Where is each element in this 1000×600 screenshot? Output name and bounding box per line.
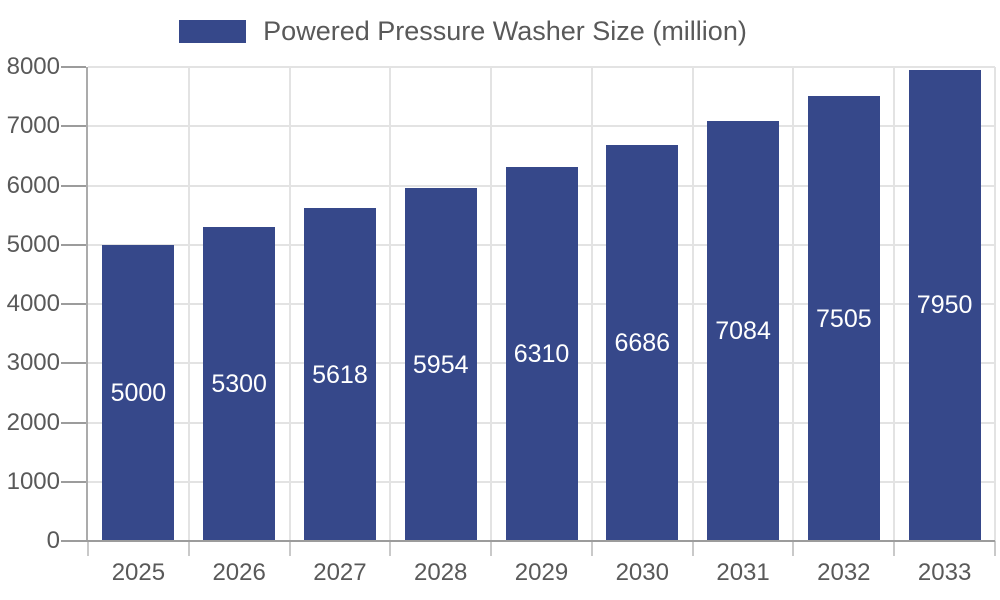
y-axis-tick [61,184,86,187]
bar-value-label: 5000 [110,378,167,407]
bar-value-label: 5954 [412,350,469,379]
x-tick-label: 2027 [313,559,367,586]
y-axis-tick [61,421,86,424]
y-tick-label: 2000 [6,408,60,436]
x-axis-tick [389,541,392,556]
h-gridline [88,125,995,128]
bar: 5954 [404,188,477,541]
bar: 7505 [807,96,880,541]
v-gridline [691,67,694,541]
x-tick-label: 2026 [212,559,266,586]
y-axis-tick [61,303,86,305]
v-gridline [590,67,593,541]
y-tick-label: 4000 [6,290,60,317]
bar-value-label: 6686 [614,328,671,357]
x-axis-tick [490,541,493,556]
bar-value-label: 5300 [211,369,267,398]
x-axis-tick [187,541,190,556]
x-axis-tick [288,541,291,556]
x-tick-label: 2032 [817,559,871,586]
y-axis-tick [61,362,86,365]
y-tick-label: 8000 [6,53,60,80]
legend: Powered Pressure Washer Size (million) [0,16,963,47]
y-tick-label: 3000 [6,349,60,377]
bar: 7084 [707,121,780,541]
bar-value-label: 7084 [715,317,771,346]
bar: 7950 [908,69,981,541]
x-tick-label: 2033 [917,559,972,586]
y-axis-tick [61,243,86,246]
v-gridline [792,67,795,541]
x-tick-label: 2031 [716,559,770,586]
legend-label: Powered Pressure Washer Size (million) [263,16,747,46]
y-tick-label: 7000 [6,112,60,140]
bar-value-label: 7505 [816,304,872,333]
v-gridline [187,67,190,541]
x-axis-tick [893,541,896,556]
y-tick-label: 5000 [6,230,60,258]
y-axis-tick [61,125,86,128]
x-tick-label: 2028 [414,559,468,586]
bar: 6310 [505,167,578,541]
bar-value-label: 7950 [916,291,973,320]
v-gridline [994,67,996,541]
h-gridline [88,66,995,68]
bar: 6686 [606,144,679,541]
y-axis-tick [61,480,86,483]
x-tick-label: 2025 [111,559,166,586]
y-tick-label: 0 [46,527,60,554]
y-tick-label: 1000 [6,467,60,495]
bar-value-label: 6310 [513,340,570,369]
bar: 5618 [303,208,376,541]
y-tick-label: 6000 [6,171,60,199]
x-axis-line [86,540,995,542]
y-axis-tick [61,540,86,542]
legend-swatch [179,20,247,43]
x-axis-tick [87,541,89,556]
x-axis-tick [590,541,593,556]
x-axis-tick [994,541,996,556]
x-tick-label: 2029 [514,559,569,586]
v-gridline [389,67,392,541]
bar: 5300 [203,226,276,541]
bar-value-label: 5618 [312,360,368,389]
y-axis-tick [61,66,86,68]
x-axis-tick [691,541,694,556]
bar: 5000 [102,244,175,541]
y-axis-line [86,67,88,541]
v-gridline [893,67,896,541]
v-gridline [288,67,291,541]
x-axis-tick [792,541,795,556]
x-tick-label: 2030 [615,559,669,586]
v-gridline [490,67,493,541]
